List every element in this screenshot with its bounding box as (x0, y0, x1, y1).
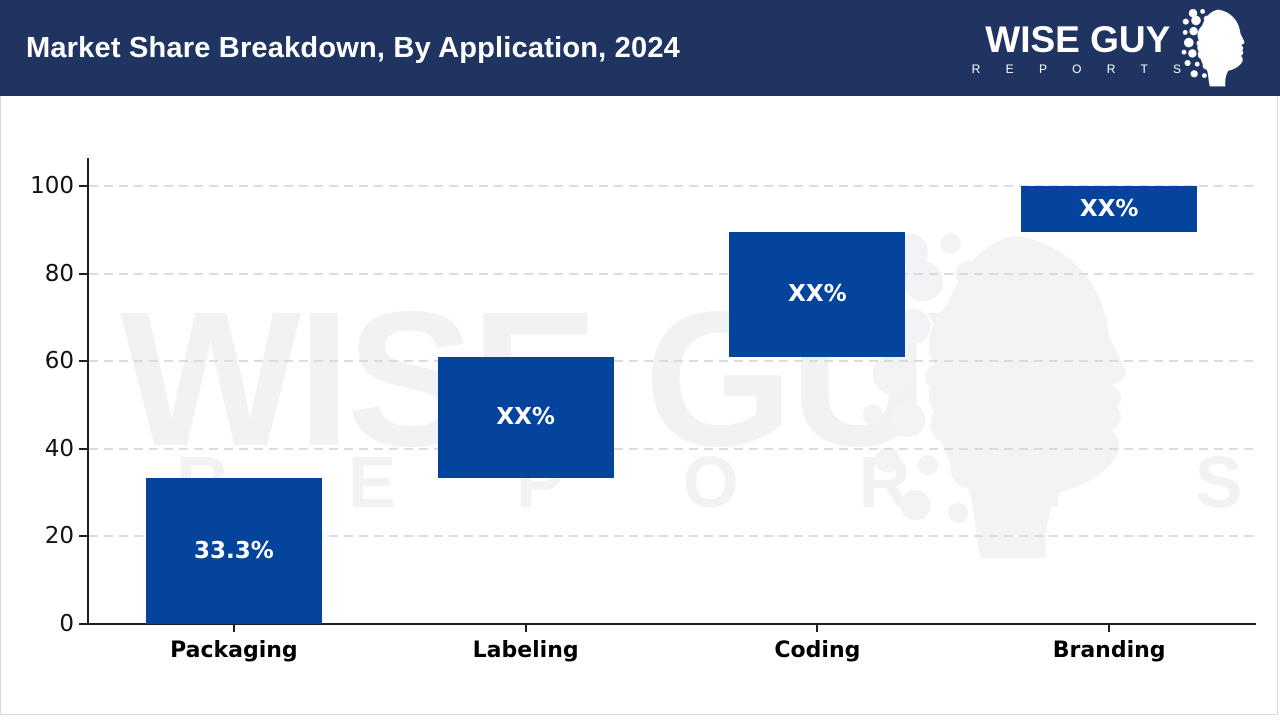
y-tick-label-60: 60 (44, 348, 74, 375)
logo-wordmark: WISE GUY R E P O R T S (964, 21, 1192, 76)
bar-coding: XX% (729, 231, 906, 357)
y-tick-label-80: 80 (44, 260, 74, 287)
x-axis-label-labeling: Labeling (472, 638, 579, 663)
y-tick-label-100: 100 (30, 173, 74, 199)
bar-value-label: XX% (496, 404, 555, 431)
y-tick-label-0: 0 (59, 611, 74, 637)
bar-packaging: 33.3% (145, 478, 322, 624)
x-axis-label-branding: Branding (1052, 638, 1166, 663)
y-tick-label-20: 20 (44, 523, 74, 550)
y-tick-label-40: 40 (44, 435, 74, 462)
y-tick-20 (79, 535, 87, 538)
page-title: Market Share Breakdown, By Application, … (26, 31, 680, 64)
logo-wordmark-line1: WISE GUY (985, 18, 1171, 60)
y-tick-0 (79, 623, 87, 625)
gridline-80 (89, 272, 1255, 275)
x-tick-branding (1108, 625, 1111, 632)
y-tick-40 (79, 447, 87, 450)
x-tick-coding (816, 625, 819, 632)
bar-value-label: XX% (788, 281, 847, 308)
y-tick-100 (79, 185, 87, 187)
x-axis-label-packaging: Packaging (170, 638, 298, 663)
y-tick-60 (79, 360, 87, 363)
gridline-60 (89, 360, 1255, 363)
gridline-100 (89, 185, 1255, 187)
brand-logo: WISE GUY R E P O R T S (964, 6, 1254, 90)
bar-value-label: XX% (1079, 195, 1139, 222)
bar-labeling: XX% (437, 356, 614, 479)
bar-branding: XX% (1021, 186, 1198, 232)
y-tick-80 (79, 272, 87, 275)
x-tick-packaging (232, 625, 235, 632)
logo-face-icon (1181, 9, 1245, 87)
gridline-40 (89, 447, 1255, 450)
x-axis-line (86, 622, 1256, 625)
header-bar: Market Share Breakdown, By Application, … (0, 0, 1280, 96)
y-axis-line (86, 158, 89, 625)
gridline-20 (89, 535, 1255, 538)
logo-wordmark-line2: R E P O R T S (971, 61, 1192, 76)
x-tick-labeling (524, 625, 527, 632)
bar-value-label: 33.3% (193, 538, 274, 565)
x-axis-label-coding: Coding (774, 638, 861, 663)
